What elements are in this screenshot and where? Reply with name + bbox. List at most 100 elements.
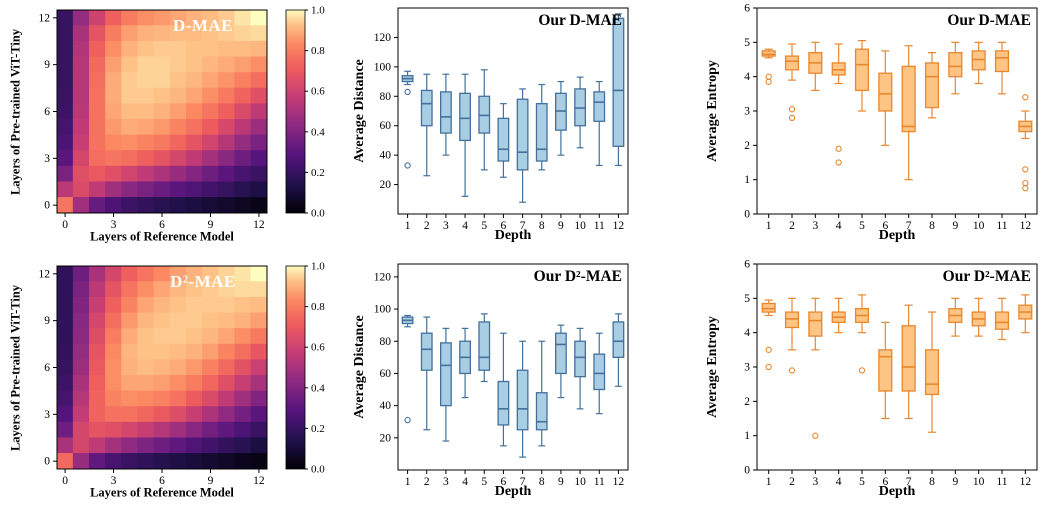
svg-text:6: 6: [159, 219, 165, 231]
plot-title: Our D²-MAE: [533, 268, 622, 285]
svg-text:4: 4: [462, 476, 468, 488]
svg-text:12: 12: [253, 219, 265, 231]
svg-text:3: 3: [812, 476, 818, 488]
axes-frame: [756, 263, 1038, 471]
box-depth-7: [901, 45, 916, 181]
outlier-point: [812, 432, 819, 439]
svg-text:0: 0: [744, 209, 750, 221]
box-depth-9: [554, 324, 567, 399]
heatmap-dmae-canvas: 0 3 6 9 12 0 3 6 9 12 0.0 0.2 0.4 0.6 0.8 1.0: [39, 5, 326, 232]
box-depth-6: [497, 332, 510, 447]
svg-text:6: 6: [882, 476, 888, 488]
svg-text:20: 20: [380, 432, 392, 444]
y-axis-label: Average Entropy: [705, 316, 720, 418]
svg-text:5: 5: [744, 37, 750, 49]
x-axis-label: Depth: [878, 228, 916, 243]
svg-text:120: 120: [374, 32, 392, 44]
svg-text:8: 8: [539, 220, 545, 232]
svg-text:8: 8: [929, 476, 935, 488]
svg-text:9: 9: [208, 219, 214, 231]
box-depth-1: [761, 48, 776, 85]
box-depth-7: [516, 340, 529, 458]
box-depth-7: [516, 88, 529, 203]
box-depth-5: [854, 294, 870, 374]
svg-text:10: 10: [574, 476, 586, 488]
box-depth-2: [420, 316, 433, 431]
svg-text:8: 8: [929, 220, 935, 232]
svg-text:1: 1: [766, 220, 772, 232]
box-depth-9: [948, 41, 963, 95]
plot-title: Our D-MAE: [947, 12, 1031, 29]
svg-text:4: 4: [462, 220, 468, 232]
svg-text:11: 11: [594, 220, 605, 232]
svg-text:4: 4: [836, 476, 842, 488]
outlier-point: [404, 162, 411, 169]
colorbar: [285, 9, 306, 214]
svg-text:12: 12: [1020, 476, 1032, 488]
outlier-point: [765, 73, 772, 80]
svg-text:120: 120: [374, 271, 392, 283]
svg-text:9: 9: [952, 220, 958, 232]
svg-text:10: 10: [973, 220, 985, 232]
svg-text:3: 3: [111, 219, 117, 231]
plot-title: D²-MAE: [170, 272, 236, 291]
subplot-heatmap-d2mae: 0 3 6 9 12 0 3 6 9 12 0.0 0.2 0.4 0.6 0.8 1.0 Layers of…: [0, 256, 345, 512]
svg-text:20: 20: [380, 179, 392, 191]
svg-text:5: 5: [859, 476, 865, 488]
box-depth-3: [439, 327, 452, 442]
svg-text:6: 6: [44, 106, 50, 118]
svg-text:2: 2: [744, 140, 750, 152]
outlier-point: [788, 106, 796, 113]
svg-text:0: 0: [744, 465, 750, 477]
svg-text:12: 12: [39, 268, 51, 280]
box-depth-4: [831, 297, 846, 334]
svg-text:40: 40: [380, 400, 392, 412]
svg-text:1: 1: [405, 476, 411, 488]
svg-text:0.2: 0.2: [311, 423, 325, 435]
svg-text:6: 6: [501, 220, 507, 232]
box-depth-5: [854, 40, 870, 112]
svg-text:2: 2: [789, 220, 795, 232]
svg-text:8: 8: [539, 476, 545, 488]
box-depth-10: [574, 76, 587, 149]
box-depth-3: [808, 297, 823, 439]
svg-text:0.8: 0.8: [311, 301, 325, 313]
svg-text:3: 3: [744, 362, 750, 374]
box-depth-2: [420, 73, 433, 177]
svg-text:3: 3: [44, 153, 50, 165]
svg-text:10: 10: [574, 220, 586, 232]
svg-text:3: 3: [111, 475, 117, 487]
svg-text:60: 60: [380, 120, 392, 132]
y-axis-label: Average Distance: [352, 59, 367, 163]
svg-text:0.6: 0.6: [311, 342, 325, 354]
svg-text:80: 80: [380, 336, 392, 348]
box-depth-12: [612, 313, 625, 387]
svg-text:4: 4: [836, 220, 842, 232]
svg-text:2: 2: [744, 396, 750, 408]
box-depth-6: [878, 321, 893, 420]
box-depth-10: [574, 327, 587, 410]
svg-text:11: 11: [594, 476, 605, 488]
svg-text:1.0: 1.0: [311, 261, 325, 273]
subplot-boxplot-d2mae-entropy: 0 1 2 3 4 5 6 1 2 3 4 5 6 7 8 9 10 11 12 Average Entropy D…: [675, 256, 1045, 512]
svg-text:6: 6: [744, 259, 750, 271]
outlier-point: [1022, 94, 1029, 101]
svg-text:12: 12: [1020, 220, 1032, 232]
svg-text:7: 7: [520, 476, 526, 488]
box-depth-9: [948, 297, 963, 337]
heatmap-group: 0 3 6 9 12 0 3 6 9 12 0.0 0.2 0.4 0.6 0.8 1.0: [39, 5, 326, 232]
svg-text:100: 100: [374, 61, 392, 73]
box-depth-3: [808, 41, 823, 92]
svg-text:4: 4: [744, 71, 750, 83]
box-depth-12: [1018, 94, 1033, 192]
y-axis-label: Layers of Pre-trained ViT-Tiny: [8, 284, 23, 452]
axes-frame: [397, 7, 629, 215]
svg-text:9: 9: [44, 59, 50, 71]
subplot-boxplot-dmae-entropy: 0 1 2 3 4 5 6 1 2 3 4 5 6 7 8 9 10 11 12 Average Entropy D…: [675, 0, 1045, 256]
outlier-point: [788, 367, 796, 374]
svg-text:7: 7: [906, 476, 912, 488]
